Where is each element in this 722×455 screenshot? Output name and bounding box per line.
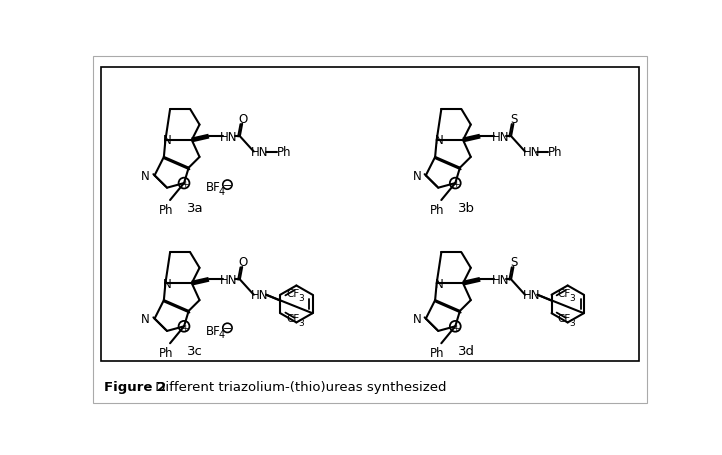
Text: HN: HN <box>523 288 540 302</box>
Text: Ph: Ph <box>430 346 445 359</box>
Text: O: O <box>238 113 248 126</box>
Bar <box>101 68 639 361</box>
Text: N: N <box>163 277 172 290</box>
Text: BF: BF <box>206 181 220 194</box>
Text: HN: HN <box>492 130 509 143</box>
Text: 4: 4 <box>218 329 225 339</box>
Text: 3: 3 <box>570 318 575 327</box>
Text: Figure 2: Figure 2 <box>104 380 166 393</box>
Text: Ph: Ph <box>548 146 562 159</box>
Text: N: N <box>163 134 172 147</box>
Text: Ph: Ph <box>430 203 445 216</box>
Text: −: − <box>223 323 232 333</box>
Text: +: + <box>452 323 460 332</box>
Text: HN: HN <box>251 146 269 159</box>
Text: HN: HN <box>220 130 238 143</box>
Text: N: N <box>435 277 443 290</box>
Text: 3: 3 <box>298 318 304 327</box>
Text: +: + <box>452 180 460 189</box>
Text: O: O <box>238 256 248 268</box>
Text: 3a: 3a <box>186 202 203 215</box>
Text: Ph: Ph <box>277 146 291 159</box>
Text: N: N <box>435 134 443 147</box>
Text: Ph: Ph <box>159 346 173 359</box>
Text: CF: CF <box>287 288 300 298</box>
Text: 3b: 3b <box>458 202 474 215</box>
Text: N: N <box>142 313 150 325</box>
Text: 3: 3 <box>570 293 575 303</box>
Text: 3c: 3c <box>187 345 203 358</box>
Text: HN: HN <box>251 288 269 302</box>
Text: N: N <box>142 170 150 182</box>
Text: CF: CF <box>287 313 300 323</box>
Text: +: + <box>181 323 188 332</box>
Text: S: S <box>510 256 518 268</box>
Text: BF: BF <box>206 324 220 337</box>
Text: 3: 3 <box>298 293 304 303</box>
Text: 3d: 3d <box>458 345 474 358</box>
Text: N: N <box>412 313 421 325</box>
Text: Ph: Ph <box>159 203 173 216</box>
Text: +: + <box>181 180 188 189</box>
Text: −: − <box>223 180 232 190</box>
Text: N: N <box>412 170 421 182</box>
Text: HN: HN <box>220 273 238 286</box>
Text: CF: CF <box>557 288 571 298</box>
Text: Different triazolium-(thio)ureas synthesized: Different triazolium-(thio)ureas synthes… <box>151 380 446 393</box>
Text: HN: HN <box>523 146 540 159</box>
Text: HN: HN <box>492 273 509 286</box>
Text: CF: CF <box>557 313 571 323</box>
Text: S: S <box>510 113 518 126</box>
Text: 4: 4 <box>218 187 225 197</box>
